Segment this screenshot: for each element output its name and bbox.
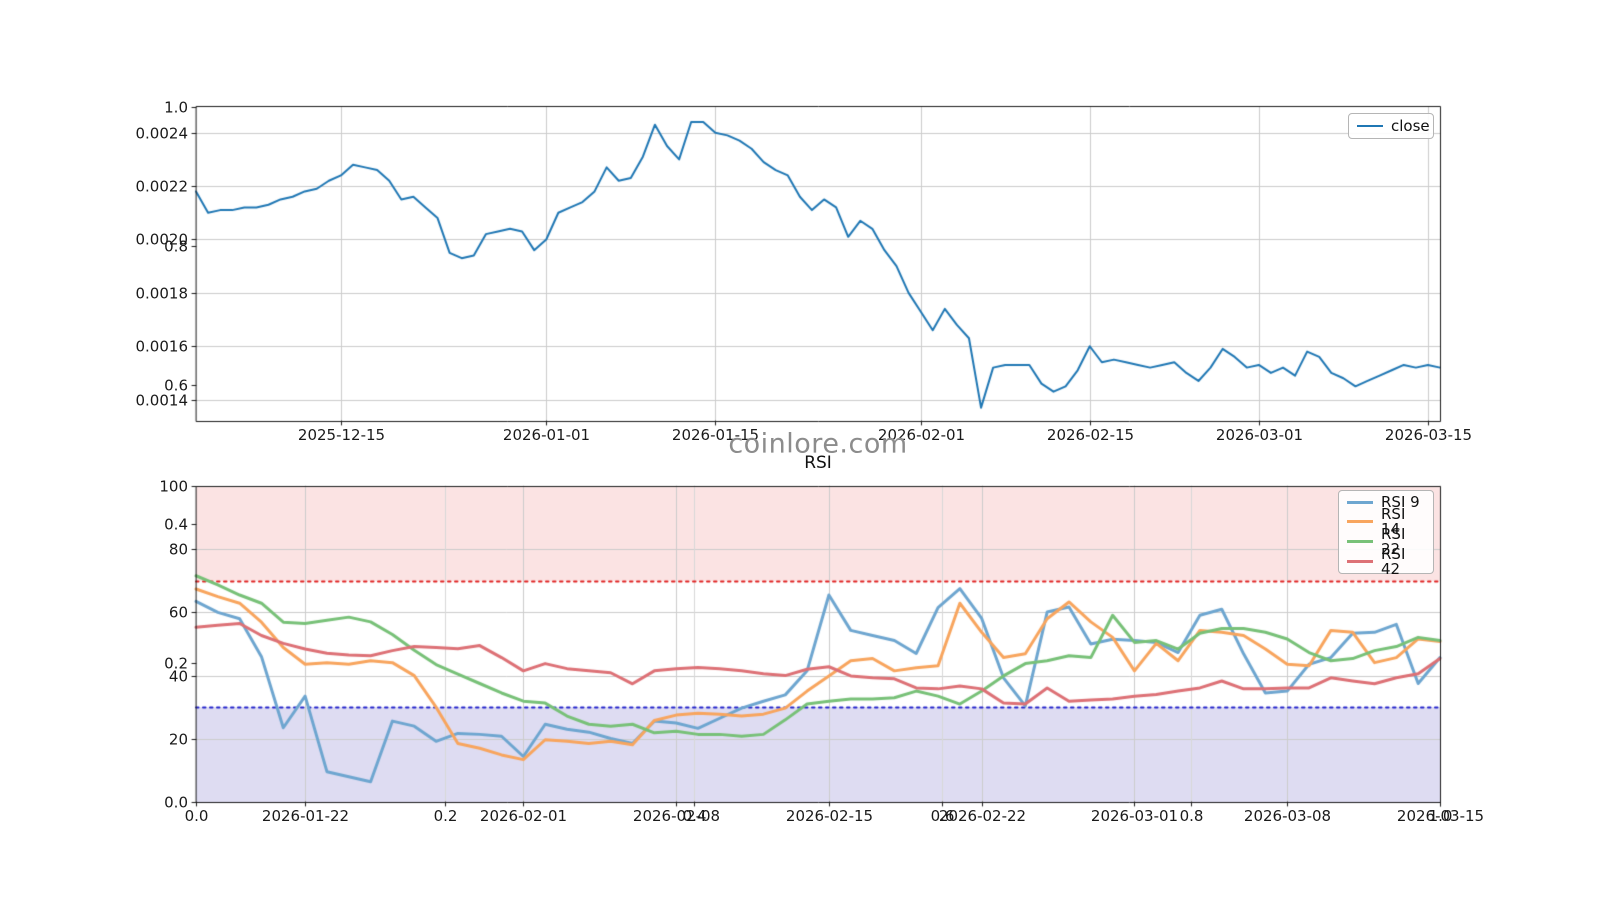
top-y-tick-label: 0.0020 [135,230,189,248]
background-y-tick-label: 0.6 [164,376,188,394]
background-x-tick-label: 0.6 [930,807,955,825]
legend-item-close: close [1357,118,1430,134]
rsi-x-tick-label: 2026-02-08 [632,807,721,825]
top-x-tick-label: 2026-02-15 [1046,426,1135,444]
rsi14-line-swatch-icon [1347,520,1373,523]
legend-item-rsi-9: RSI 9 [1347,492,1425,511]
rsi-x-tick-label: 2026-01-22 [261,807,350,825]
rsi-x-tick-label: 2026-02-01 [479,807,568,825]
rsi42-line-swatch-icon [1347,560,1373,563]
watermark: coinlore.com [728,428,908,460]
top-y-tick-label: 0.0016 [135,337,189,355]
background-y-tick-label: 0.2 [164,654,188,672]
rsi-x-tick-label: 2026-03-08 [1243,807,1332,825]
legend-item-rsi-14: RSI 14 [1347,506,1425,536]
top-y-tick-label: 0.0022 [135,177,189,195]
close-line-swatch-icon [1357,125,1383,127]
top-x-tick-label: 2026-01-01 [502,426,591,444]
rsi-y-tick-label: 20 [168,730,188,748]
rsi-legend: RSI 9 RSI 14 RSI 22 RSI 42 [1338,490,1434,576]
rsi22-line-swatch-icon [1347,540,1373,543]
legend-item-rsi-42: RSI 42 [1347,546,1425,576]
top-y-tick-label: 0.0014 [135,391,189,409]
rsi-x-tick-label: 2026-02-22 [938,807,1027,825]
close-legend-label: close [1391,116,1430,135]
legend-item-rsi-22: RSI 22 [1347,526,1425,556]
rsi-y-tick-label: 80 [168,540,188,558]
rsi14-legend-label: RSI 14 [1381,504,1406,538]
top-y-tick-label: 0.0024 [135,124,189,142]
close-legend: close [1348,113,1434,139]
top-x-tick-label: 2026-03-15 [1384,426,1473,444]
top-x-tick-label: 2026-01-15 [671,426,760,444]
rsi42-legend-label: RSI 42 [1381,544,1406,578]
rsi-x-tick-label: 2026-03-15 [1396,807,1485,825]
background-y-tick-label: 0.0 [164,793,188,811]
top-x-tick-label: 2026-03-01 [1215,426,1304,444]
rsi9-legend-label: RSI 9 [1381,492,1420,511]
rsi-y-tick-label: 100 [159,477,188,495]
rsi9-line-swatch-icon [1347,500,1373,504]
rsi-y-tick-label: 40 [168,667,188,685]
background-x-tick-label: 0.4 [682,807,707,825]
background-y-tick-label: 1.0 [164,98,188,116]
top-x-tick-label: 2025-12-15 [297,426,386,444]
background-x-tick-label: 0.8 [1179,807,1204,825]
background-y-tick-label: 0.8 [164,237,188,255]
background-y-tick-label: 0.4 [164,515,188,533]
background-x-tick-label: 0.2 [433,807,458,825]
rsi-y-tick-label: 60 [168,603,188,621]
background-x-tick-label: 0.0 [184,807,209,825]
background-x-tick-label: 1.0 [1428,807,1453,825]
top-x-tick-label: 2026-02-01 [877,426,966,444]
top-y-tick-label: 0.0018 [135,284,189,302]
rsi-x-tick-label: 2026-03-01 [1090,807,1179,825]
rsi22-legend-label: RSI 22 [1381,524,1406,558]
rsi-chart-title: RSI [804,453,832,473]
rsi-x-tick-label: 2026-02-15 [785,807,874,825]
